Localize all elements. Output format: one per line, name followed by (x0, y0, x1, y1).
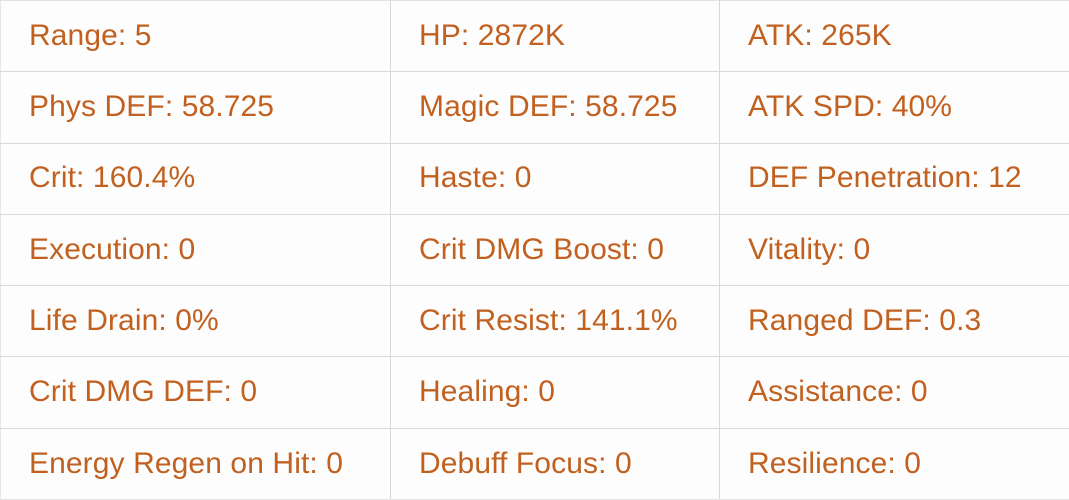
stat-text: Life Drain: 0% (29, 304, 219, 338)
stat-cell-crit-dmg-def: Crit DMG DEF: 0 (0, 356, 391, 429)
stat-text: Phys DEF: 58.725 (29, 90, 275, 124)
stat-text: Assistance: 0 (748, 375, 928, 409)
stat-text: DEF Penetration: 12 (748, 161, 1022, 195)
stat-cell-crit-dmg-boost: Crit DMG Boost: 0 (390, 213, 720, 287)
table-row: Crit DMG DEF: 0 Healing: 0 Assistance: 0 (0, 356, 1069, 429)
stat-text: Crit: 160.4% (29, 161, 196, 195)
stat-cell-vitality: Vitality: 0 (719, 213, 1069, 287)
stat-cell-range: Range: 5 (0, 0, 391, 73)
stat-cell-hp: HP: 2872K (390, 0, 720, 73)
table-row: Phys DEF: 58.725 Magic DEF: 58.725 ATK S… (0, 71, 1069, 144)
table-row: Energy Regen on Hit: 0 Debuff Focus: 0 R… (0, 427, 1069, 500)
stat-cell-resilience: Resilience: 0 (719, 427, 1069, 500)
stat-cell-ranged-def: Ranged DEF: 0.3 (719, 285, 1069, 358)
stat-cell-energy-regen-on-hit: Energy Regen on Hit: 0 (0, 427, 391, 500)
stat-cell-life-drain: Life Drain: 0% (0, 285, 391, 358)
stat-text: Crit DMG DEF: 0 (29, 375, 258, 409)
stat-text: HP: 2872K (419, 18, 565, 52)
stat-cell-healing: Healing: 0 (390, 356, 720, 429)
stat-text: Ranged DEF: 0.3 (748, 304, 982, 338)
stat-text: Execution: 0 (29, 232, 196, 266)
stat-cell-phys-def: Phys DEF: 58.725 (0, 71, 391, 144)
stat-text: Range: 5 (29, 18, 152, 52)
table-row: Range: 5 HP: 2872K ATK: 265K (0, 0, 1069, 73)
stat-text: ATK SPD: 40% (748, 90, 953, 124)
stat-text: Haste: 0 (419, 161, 532, 195)
stat-cell-execution: Execution: 0 (0, 213, 391, 287)
stat-text: Healing: 0 (419, 375, 556, 409)
stat-cell-haste: Haste: 0 (390, 142, 720, 215)
stat-cell-def-penetration: DEF Penetration: 12 (719, 142, 1069, 215)
stat-cell-crit: Crit: 160.4% (0, 142, 391, 215)
stat-cell-debuff-focus: Debuff Focus: 0 (390, 427, 720, 500)
stat-text: Vitality: 0 (748, 232, 871, 266)
stat-text: Magic DEF: 58.725 (419, 90, 678, 124)
stat-cell-atk-spd: ATK SPD: 40% (719, 71, 1069, 144)
table-row: Life Drain: 0% Crit Resist: 141.1% Range… (0, 285, 1069, 358)
stat-cell-atk: ATK: 265K (719, 0, 1069, 73)
stat-text: Resilience: 0 (748, 446, 922, 480)
table-row: Crit: 160.4% Haste: 0 DEF Penetration: 1… (0, 142, 1069, 215)
table-row: Execution: 0 Crit DMG Boost: 0 Vitality:… (0, 213, 1069, 287)
stat-cell-assistance: Assistance: 0 (719, 356, 1069, 429)
stat-text: Crit DMG Boost: 0 (419, 232, 665, 266)
stat-cell-crit-resist: Crit Resist: 141.1% (390, 285, 720, 358)
stat-text: ATK: 265K (748, 18, 892, 52)
stat-text: Energy Regen on Hit: 0 (29, 446, 344, 480)
stat-text: Debuff Focus: 0 (419, 446, 632, 480)
stat-cell-magic-def: Magic DEF: 58.725 (390, 71, 720, 144)
stat-text: Crit Resist: 141.1% (419, 304, 678, 338)
